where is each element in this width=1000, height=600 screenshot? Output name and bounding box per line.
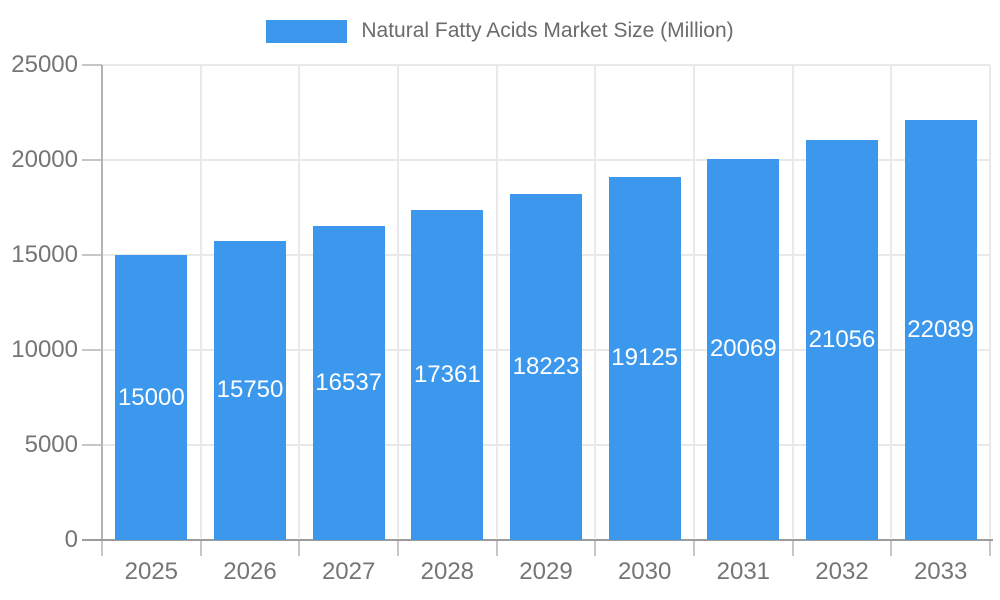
bar[interactable] [510, 193, 582, 540]
x-axis-tick [594, 541, 597, 556]
bar[interactable] [806, 139, 878, 540]
y-axis-tick-label: 0 [64, 526, 78, 553]
legend-label: Natural Fatty Acids Market Size (Million… [361, 19, 734, 42]
y-axis-tick [82, 444, 102, 446]
x-axis-tick [791, 541, 794, 556]
gridline-horizontal [102, 159, 990, 161]
y-axis-line [101, 65, 103, 540]
x-axis-tick [890, 541, 893, 556]
x-axis-tick-label: 2030 [617, 558, 672, 585]
bar-value-label: 18223 [512, 352, 580, 380]
bar-value-label: 15000 [117, 383, 185, 411]
x-axis-tick-label: 2029 [519, 558, 573, 585]
y-axis-tick-label: 10000 [11, 336, 78, 363]
gridline-vertical [791, 65, 794, 538]
x-axis-tick [397, 541, 399, 556]
bar-value-label: 19125 [611, 344, 679, 372]
x-axis-tick-label: 2031 [716, 558, 771, 585]
bar[interactable] [214, 240, 286, 540]
gridline-vertical [594, 65, 597, 538]
x-axis-tick-label: 2033 [913, 558, 968, 585]
x-axis-tick [199, 541, 202, 556]
x-axis-tick [989, 541, 991, 556]
y-axis-tick-label: 5000 [24, 431, 78, 458]
x-axis-tick-label: 2028 [420, 558, 475, 585]
y-axis-tick [82, 254, 102, 256]
x-axis-tick-label: 2027 [321, 558, 376, 585]
legend[interactable]: Natural Fatty Acids Market Size (Million… [0, 19, 1000, 43]
bar-value-label: 15750 [216, 376, 284, 404]
bar-value-label: 21056 [808, 325, 876, 353]
y-axis-tick [82, 64, 102, 66]
bar-value-label: 17361 [413, 361, 481, 389]
bar[interactable] [904, 120, 977, 540]
bar[interactable] [312, 225, 385, 540]
x-axis-tick [298, 541, 301, 556]
x-axis-tick-label: 2025 [124, 558, 179, 585]
bar-value-label: 20069 [709, 335, 777, 363]
x-axis-tick [101, 541, 103, 556]
gridline-vertical [298, 65, 301, 538]
gridline-horizontal [102, 64, 990, 66]
gridline-vertical [693, 65, 695, 538]
legend-swatch [266, 19, 348, 43]
y-axis-tick-label: 25000 [11, 51, 78, 78]
bar[interactable] [411, 210, 484, 540]
x-axis-tick-label: 2026 [223, 558, 277, 585]
bar-value-label: 16537 [315, 368, 383, 396]
bar-value-label: 22089 [907, 316, 975, 344]
x-axis-tick-label: 2032 [815, 558, 869, 585]
y-axis-tick [82, 159, 102, 161]
x-axis-tick [693, 541, 695, 556]
y-axis-tick-label: 15000 [11, 241, 78, 268]
gridline-vertical [890, 65, 893, 538]
bar[interactable] [608, 176, 681, 540]
gridline-vertical [495, 65, 498, 538]
x-axis-line [82, 539, 993, 541]
y-axis-tick-label: 20000 [11, 146, 78, 173]
y-axis-tick [82, 349, 102, 351]
x-axis-tick [495, 541, 498, 556]
gridline-vertical [199, 65, 202, 538]
bar[interactable] [707, 158, 780, 540]
gridline-vertical [989, 65, 991, 538]
bar[interactable] [115, 255, 188, 540]
gridline-vertical [397, 65, 399, 538]
